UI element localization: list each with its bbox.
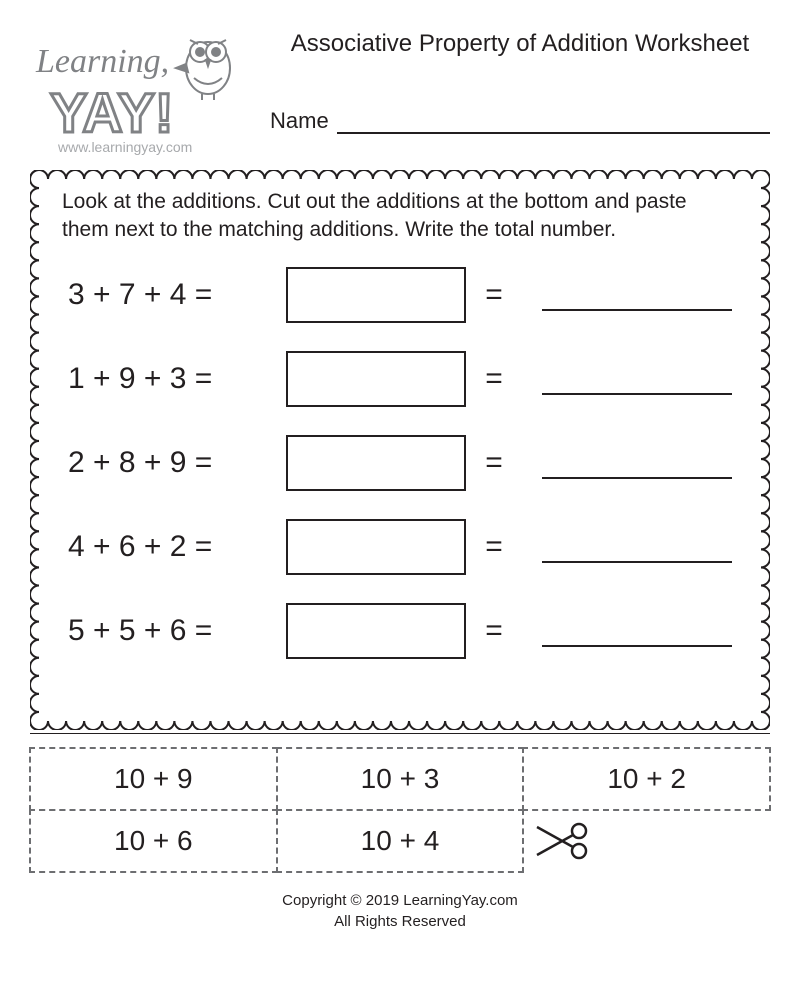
problem-row: 5 + 5 + 6 = = xyxy=(68,603,732,659)
equals-sign: = xyxy=(484,446,504,480)
paste-box[interactable] xyxy=(286,519,466,575)
name-field-row: Name xyxy=(270,108,770,134)
answer-line[interactable] xyxy=(542,561,732,563)
paste-box[interactable] xyxy=(286,267,466,323)
problem-row: 1 + 9 + 3 = = xyxy=(68,351,732,407)
cutout-card[interactable]: 10 + 6 xyxy=(29,809,278,873)
copyright-line: Copyright © 2019 LearningYay.com xyxy=(30,890,770,911)
worksheet-title: Associative Property of Addition Workshe… xyxy=(270,30,770,58)
cutout-card[interactable]: 10 + 4 xyxy=(276,809,525,873)
rights-line: All Rights Reserved xyxy=(30,911,770,932)
cutouts-grid: 10 + 910 + 310 + 2 10 + 610 + 4 xyxy=(30,748,770,872)
logo-url: www.learningyay.com xyxy=(57,139,192,155)
cutout-card[interactable]: 10 + 9 xyxy=(29,747,278,811)
answer-line[interactable] xyxy=(542,477,732,479)
logo: Learning, YAY! www.learningyay.com xyxy=(30,20,250,160)
logo-line2: YAY! xyxy=(50,81,174,144)
equals-sign: = xyxy=(484,614,504,648)
name-label: Name xyxy=(270,108,329,134)
logo-line1: Learning, xyxy=(35,43,169,80)
problems-list: 3 + 7 + 4 ==1 + 9 + 3 ==2 + 8 + 9 ==4 + … xyxy=(54,267,746,659)
section-divider xyxy=(30,733,770,734)
name-input-line[interactable] xyxy=(337,112,770,134)
problem-expression: 3 + 7 + 4 = xyxy=(68,278,268,312)
problem-row: 2 + 8 + 9 = = xyxy=(68,435,732,491)
paste-box[interactable] xyxy=(286,603,466,659)
equals-sign: = xyxy=(484,278,504,312)
answer-line[interactable] xyxy=(542,393,732,395)
paste-box[interactable] xyxy=(286,435,466,491)
problem-expression: 2 + 8 + 9 = xyxy=(68,446,268,480)
instructions-text: Look at the additions. Cut out the addit… xyxy=(54,188,746,245)
equals-sign: = xyxy=(484,530,504,564)
answer-line[interactable] xyxy=(542,645,732,647)
cutout-card[interactable]: 10 + 2 xyxy=(522,747,771,811)
problem-row: 4 + 6 + 2 = = xyxy=(68,519,732,575)
main-activity-box: Look at the additions. Cut out the addit… xyxy=(30,170,770,715)
problem-expression: 1 + 9 + 3 = xyxy=(68,362,268,396)
problem-row: 3 + 7 + 4 = = xyxy=(68,267,732,323)
scissors-icon xyxy=(523,810,770,872)
cutout-card[interactable]: 10 + 3 xyxy=(276,747,525,811)
answer-line[interactable] xyxy=(542,309,732,311)
paste-box[interactable] xyxy=(286,351,466,407)
problem-expression: 5 + 5 + 6 = xyxy=(68,614,268,648)
problem-expression: 4 + 6 + 2 = xyxy=(68,530,268,564)
header: Learning, YAY! www.learningyay.com Assoc… xyxy=(30,20,770,160)
footer: Copyright © 2019 LearningYay.com All Rig… xyxy=(30,890,770,932)
equals-sign: = xyxy=(484,362,504,396)
